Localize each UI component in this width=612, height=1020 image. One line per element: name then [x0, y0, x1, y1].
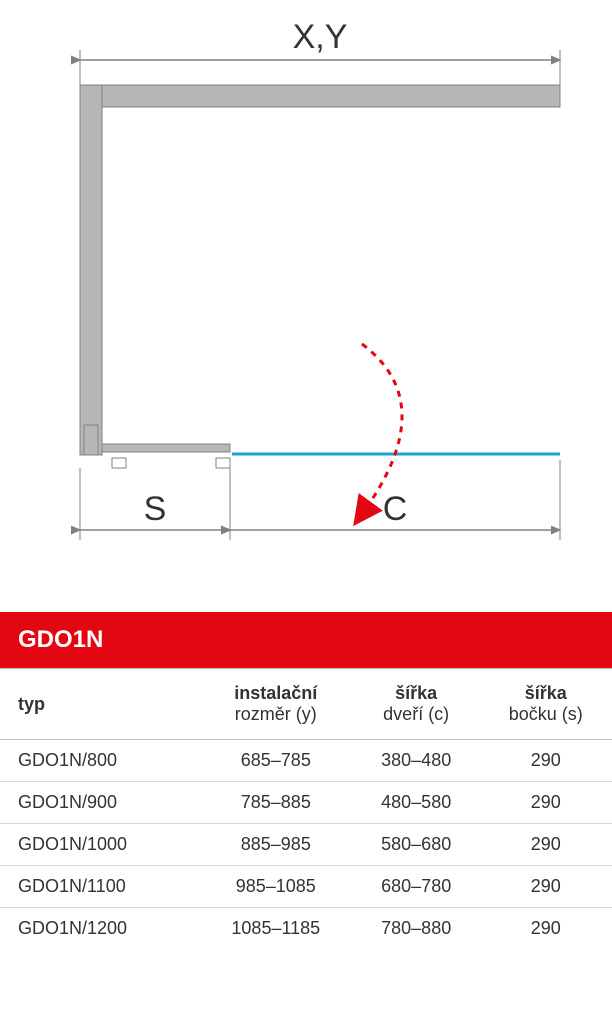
table-cell: 685–785	[199, 740, 353, 782]
column-header: instalačnírozměr (y)	[199, 669, 353, 740]
table-cell: 290	[480, 824, 612, 866]
table-cell: GDO1N/1200	[0, 908, 199, 950]
column-header: typ	[0, 669, 199, 740]
table-cell: GDO1N/800	[0, 740, 199, 782]
column-header: šířkadveří (c)	[353, 669, 480, 740]
table-cell: 985–1085	[199, 866, 353, 908]
table-cell: 785–885	[199, 782, 353, 824]
spec-table-area: GDO1N typinstalačnírozměr (y)šířkadveří …	[0, 612, 612, 949]
table-cell: GDO1N/1100	[0, 866, 199, 908]
technical-diagram: X,Y S C	[0, 0, 612, 612]
table-cell: 290	[480, 782, 612, 824]
table-row: GDO1N/1000885–985580–680290	[0, 824, 612, 866]
svg-text:S: S	[144, 490, 167, 528]
table-row: GDO1N/12001085–1185780–880290	[0, 908, 612, 950]
table-row: GDO1N/800685–785380–480290	[0, 740, 612, 782]
table-title: GDO1N	[0, 612, 612, 668]
table-cell: GDO1N/900	[0, 782, 199, 824]
table-row: GDO1N/1100985–1085680–780290	[0, 866, 612, 908]
table-row: GDO1N/900785–885480–580290	[0, 782, 612, 824]
table-cell: 885–985	[199, 824, 353, 866]
svg-text:X,Y: X,Y	[293, 18, 348, 56]
table-cell: 680–780	[353, 866, 480, 908]
table-cell: 290	[480, 908, 612, 950]
spec-table: typinstalačnírozměr (y)šířkadveří (c)šíř…	[0, 668, 612, 949]
table-cell: 290	[480, 866, 612, 908]
svg-text:C: C	[383, 490, 408, 528]
table-cell: 480–580	[353, 782, 480, 824]
table-cell: 580–680	[353, 824, 480, 866]
table-cell: 380–480	[353, 740, 480, 782]
column-header: šířkabočku (s)	[480, 669, 612, 740]
table-cell: 1085–1185	[199, 908, 353, 950]
table-cell: 290	[480, 740, 612, 782]
table-cell: GDO1N/1000	[0, 824, 199, 866]
table-cell: 780–880	[353, 908, 480, 950]
